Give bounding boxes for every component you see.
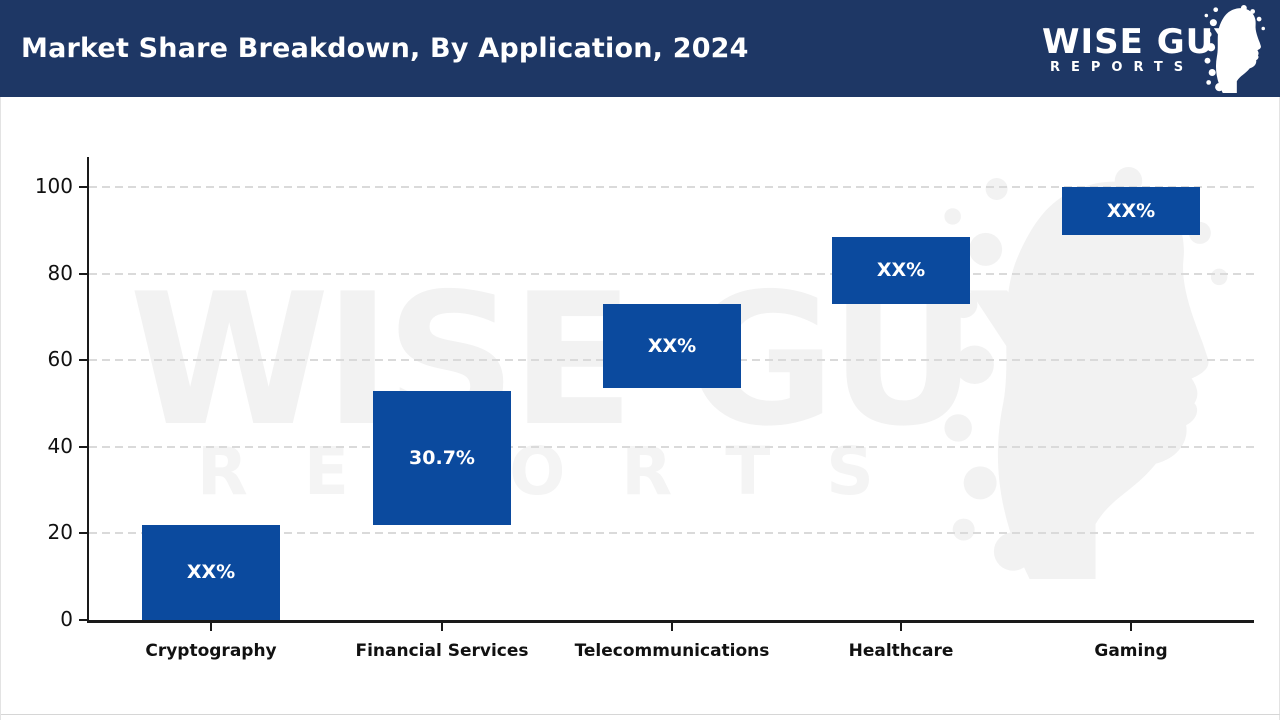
x-tick-label: Cryptography: [145, 641, 277, 661]
y-tick-mark: [79, 619, 87, 621]
bar-gaming: XX%: [1062, 187, 1200, 235]
x-tick-label: Telecommunications: [574, 641, 770, 661]
watermark-subtext: REPORTS: [197, 433, 930, 510]
y-tick-label: 0: [60, 607, 73, 631]
bottom-border: [1, 714, 1280, 715]
y-tick-label: 100: [34, 174, 73, 198]
y-tick-label: 80: [47, 260, 73, 285]
chart-title: Market Share Breakdown, By Application, …: [21, 33, 749, 64]
y-tick-label: 40: [47, 433, 73, 458]
bar-telecommunications: XX%: [603, 303, 741, 389]
y-tick-label: 60: [47, 347, 73, 372]
x-tick-label: Healthcare: [848, 641, 954, 661]
y-axis-spine: [87, 156, 89, 623]
y-tick-mark: [79, 445, 87, 448]
bar-value-label: 30.7%: [409, 446, 475, 469]
x-tick-mark: [1130, 623, 1132, 631]
logo-wordmark: WISE GUY: [1042, 22, 1240, 62]
y-tick-mark: [79, 359, 87, 362]
bar-value-label: XX%: [876, 259, 926, 282]
x-axis-spine: [87, 620, 1254, 623]
plot-canvas: WISE GUY REPORTS 0 20 40 60 80 100 Cryptograph…: [0, 97, 1280, 720]
x-tick-mark: [671, 623, 673, 631]
gridline: [89, 272, 1254, 275]
y-tick-label: 20: [47, 520, 73, 545]
bar-value-label: XX%: [186, 561, 236, 584]
gridline: [89, 532, 1254, 535]
header-bar: Market Share Breakdown, By Application, …: [0, 0, 1280, 97]
y-tick-mark: [79, 532, 87, 535]
logo-subtext: REPORTS: [1050, 60, 1195, 75]
x-tick-mark: [441, 623, 443, 631]
bar-cryptography: XX%: [142, 524, 280, 620]
logo-head-icon: [1203, 5, 1265, 93]
bar-financial-services: 30.7%: [373, 390, 511, 525]
bar-value-label: XX%: [647, 335, 697, 358]
x-tick-mark: [210, 623, 212, 631]
x-tick-label: Financial Services: [355, 641, 529, 661]
gridline: [89, 186, 1254, 188]
x-tick-mark: [900, 623, 902, 631]
gridline: [89, 445, 1254, 448]
y-tick-mark: [79, 272, 87, 275]
bar-healthcare: XX%: [832, 236, 970, 304]
bar-value-label: XX%: [1106, 199, 1156, 222]
x-tick-label: Gaming: [1094, 641, 1168, 661]
y-tick-mark: [79, 186, 87, 188]
